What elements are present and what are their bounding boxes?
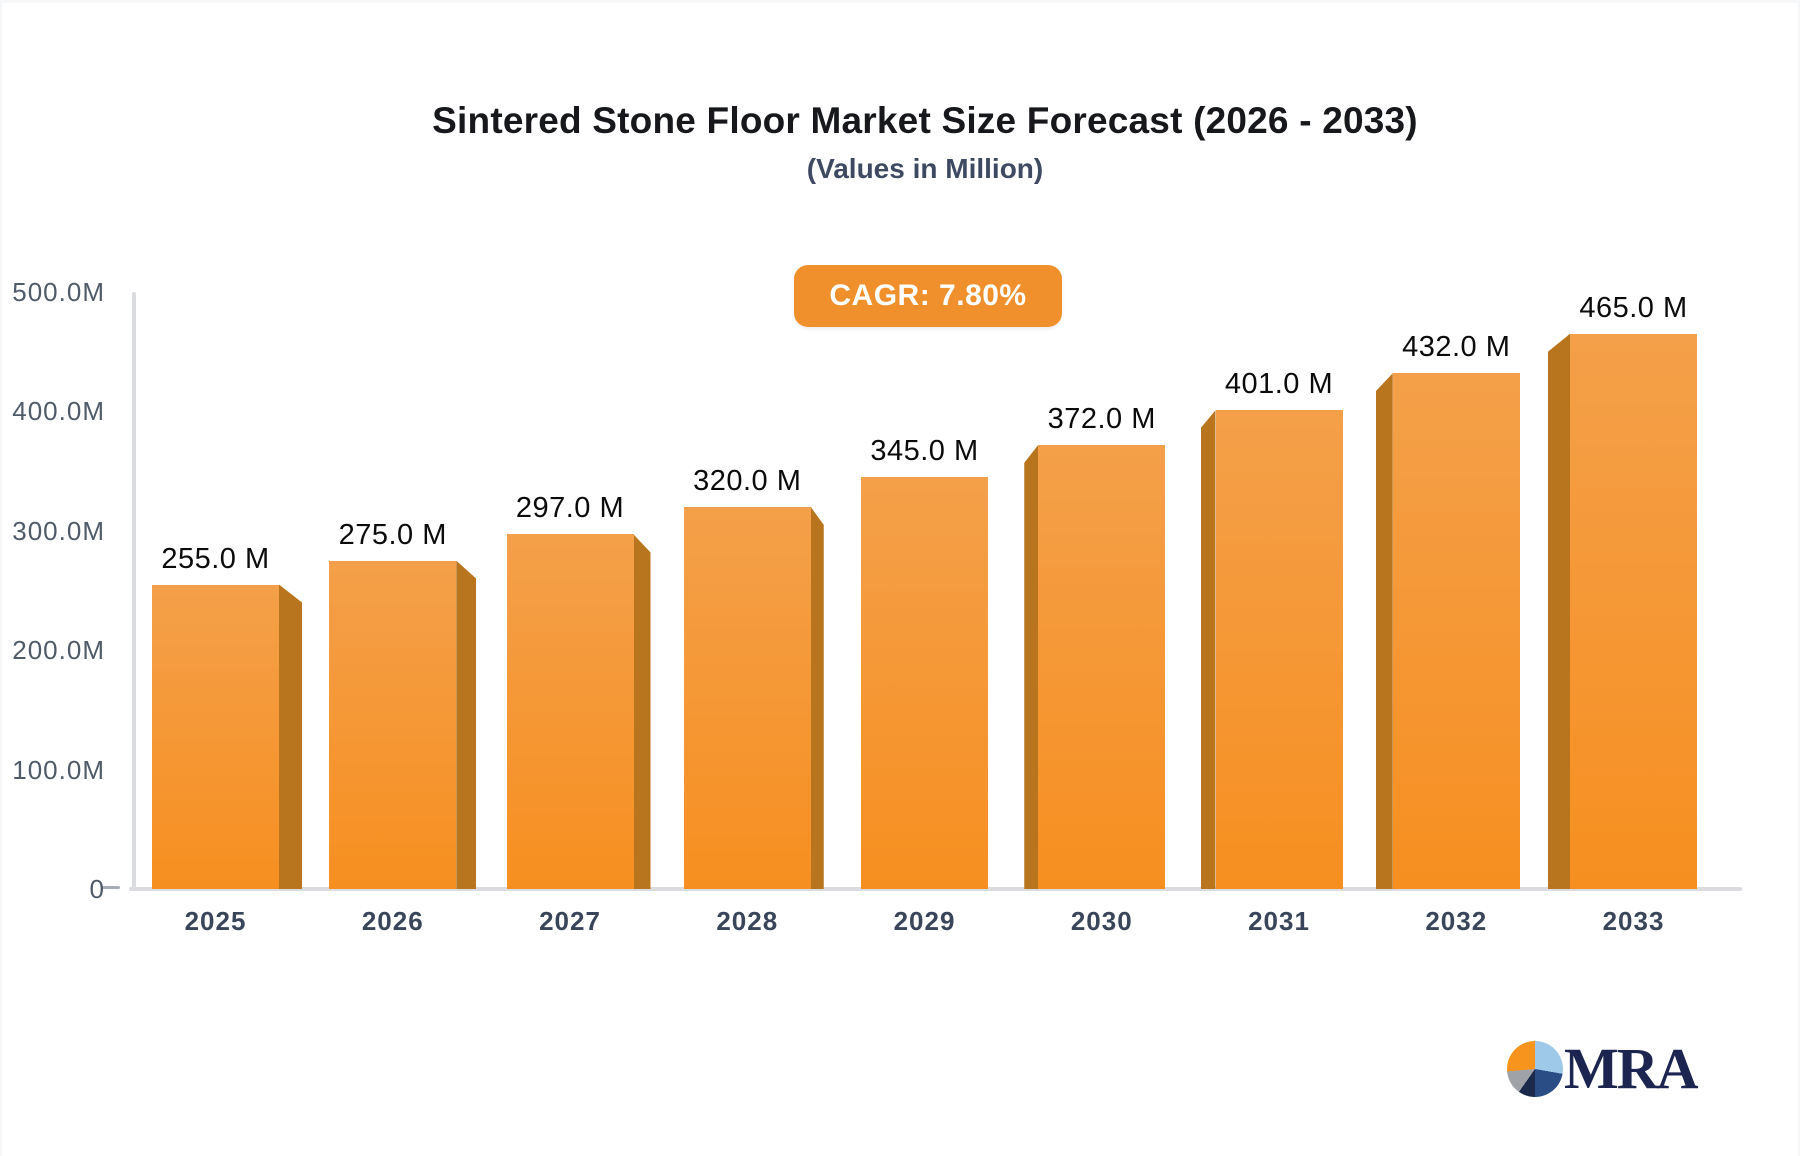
bar-2030 [1038, 444, 1166, 889]
x-axis-tick-label: 2028 [716, 906, 779, 936]
x-axis-tick-label: 2026 [361, 906, 424, 936]
x-axis-tick-label: 2031 [1248, 906, 1310, 936]
y-axis-tick-label: 200.0M [12, 635, 105, 666]
y-axis-tick-label: 400.0M [12, 396, 105, 427]
bar-2025 [152, 584, 279, 889]
brand-logo-text: MRA [1564, 1036, 1699, 1101]
bar-value-label: 465.0 M [1579, 291, 1688, 324]
bar-3d-side [1548, 333, 1570, 889]
bar-value-label: 432.0 M [1402, 331, 1511, 364]
x-axis-tick-label: 2029 [893, 906, 956, 936]
x-axis-tick-label: 2030 [1070, 906, 1133, 936]
bar-2032 [1392, 373, 1520, 889]
bar-value-label: 255.0 M [161, 542, 270, 575]
bar-3d-side [456, 560, 477, 889]
x-axis-tick-label: 2033 [1602, 906, 1665, 936]
bar-3d-side [810, 506, 824, 889]
bar-value-label: 275.0 M [338, 518, 447, 551]
x-axis-line [129, 887, 1742, 891]
y-axis-line [132, 292, 136, 891]
bar-value-label: 297.0 M [515, 492, 625, 525]
bar-value-label: 345.0 M [870, 435, 979, 468]
bar-3d-side [279, 584, 302, 889]
bar-2031 [1215, 410, 1343, 889]
chart-title: Sintered Stone Floor Market Size Forecas… [432, 100, 1418, 141]
bar-2026 [329, 560, 457, 889]
bar-3d-side [1200, 410, 1216, 889]
chart-subtitle: (Values in Million) [806, 153, 1044, 184]
bar-2029 [861, 477, 988, 889]
x-axis-tick-label: 2027 [539, 906, 601, 936]
y-axis-tick-label: 500.0M [12, 277, 105, 307]
brand-logo: MRA [1507, 1036, 1699, 1101]
bar-2027 [506, 534, 634, 889]
x-axis-tick-label: 2032 [1425, 906, 1488, 936]
y-axis-tick-label: 300.0M [12, 515, 105, 546]
bar-2028 [683, 506, 811, 889]
bar-3d-side [1024, 444, 1039, 889]
bar-2033 [1570, 333, 1697, 889]
bar-value-label: 320.0 M [693, 464, 802, 497]
pie-chart-logo-icon [1507, 1041, 1563, 1097]
cagr-badge: CAGR: 7.80% [794, 265, 1062, 327]
bar-3d-side [1375, 373, 1393, 889]
zero-tick-mark [101, 886, 120, 889]
y-axis-tick-label: 0 [89, 874, 105, 904]
bar-3d-side [633, 534, 651, 889]
y-axis-tick-label: 100.0M [12, 754, 105, 785]
bar-value-label: 372.0 M [1047, 402, 1156, 435]
cagr-badge-label: CAGR: 7.80% [829, 279, 1027, 312]
bar-value-label: 401.0 M [1224, 368, 1334, 401]
x-axis-tick-label: 2025 [184, 906, 247, 936]
